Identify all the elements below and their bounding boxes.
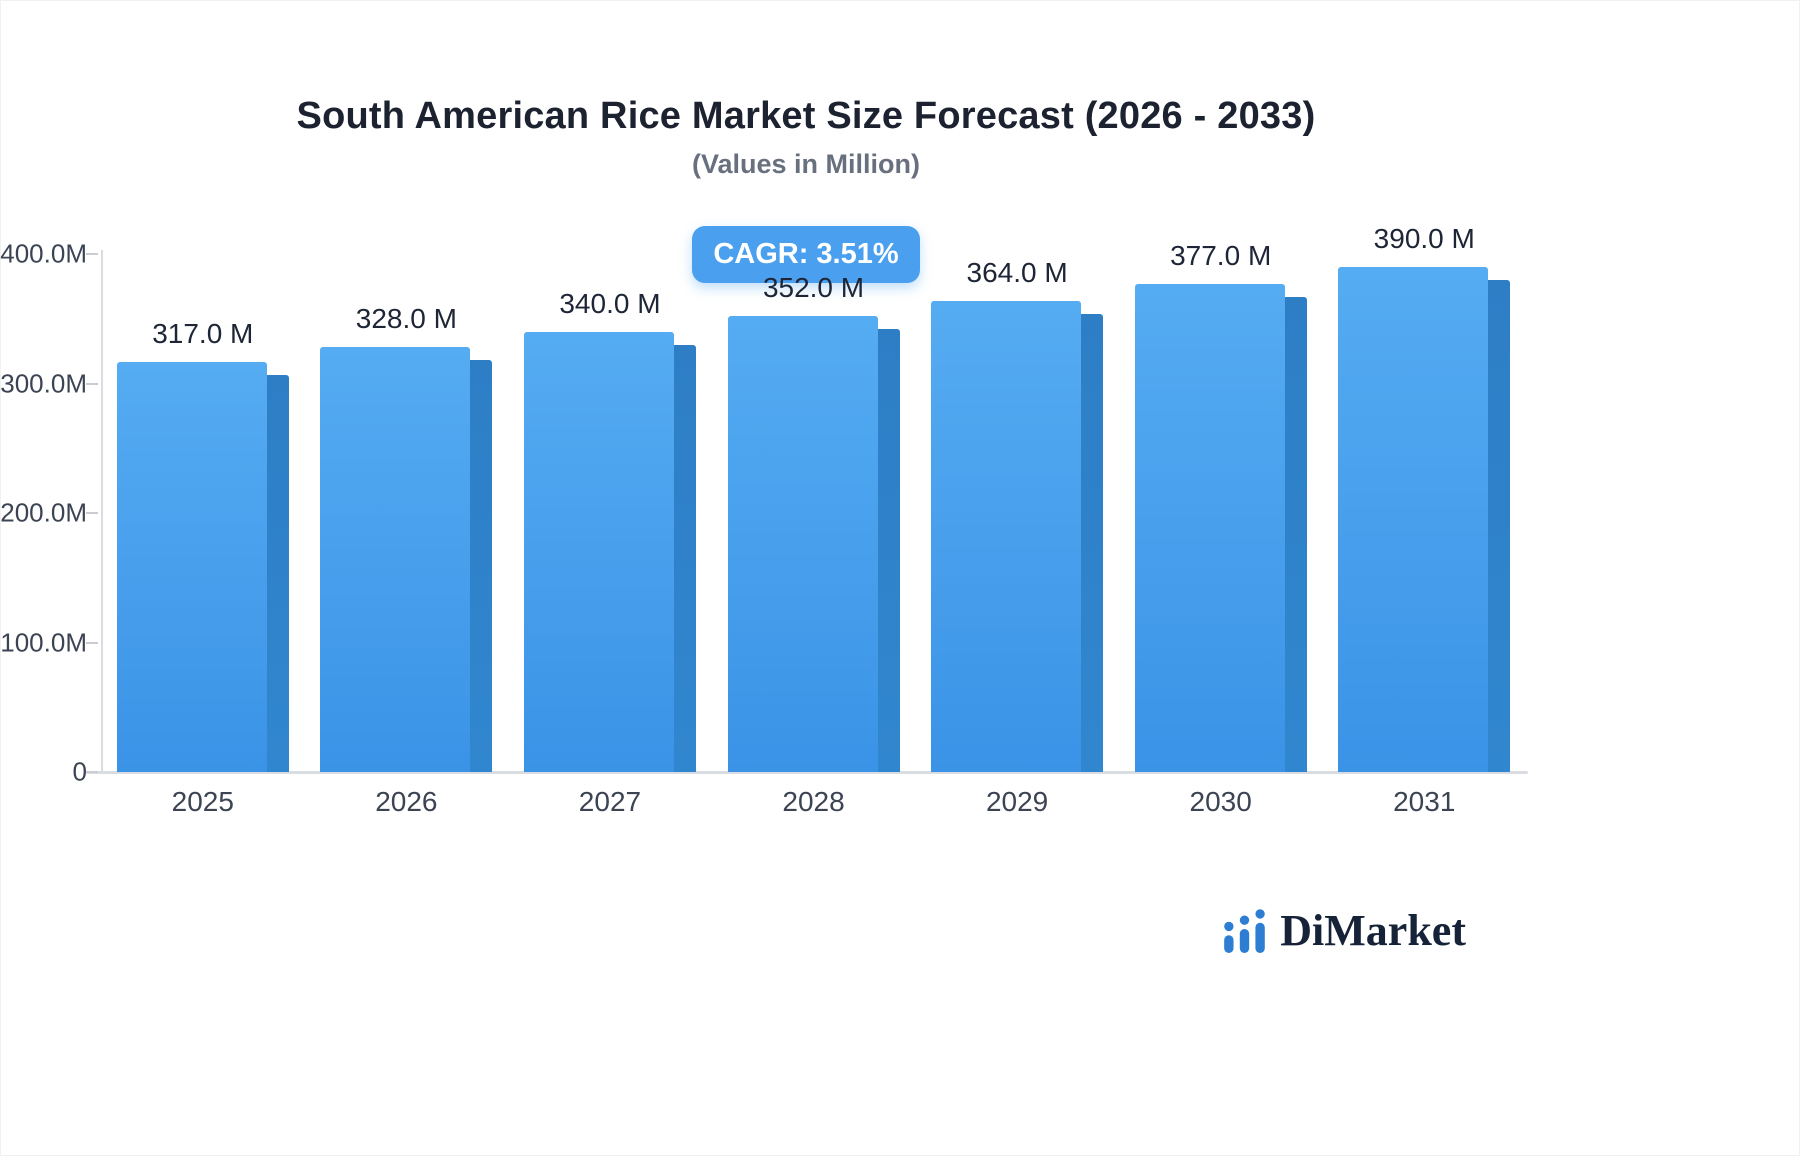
y-axis-tick-mark (86, 253, 98, 255)
chart-title: South American Rice Market Size Forecast… (296, 95, 1316, 137)
x-axis-label: 2025 (171, 786, 234, 817)
bar-side-shade (1284, 296, 1307, 772)
y-axis-tick-label: 300.0M (0, 368, 87, 398)
bar-2029[interactable] (931, 300, 1104, 772)
bar-2031[interactable] (1338, 266, 1511, 772)
y-axis-tick-label: 200.0M (0, 497, 87, 528)
x-axis-line (86, 771, 1528, 774)
plot-area: 317.0 M 328.0 M 340.0 M 352.0 M 364.0 M 377.0… (86, 223, 1528, 774)
bar-2025[interactable] (116, 361, 289, 772)
cagr-badge-label: CAGR: 3.51% (713, 238, 899, 270)
bar-slot: 328.0 M (305, 303, 509, 772)
bar-side-shade (1081, 313, 1104, 772)
brand-logo: DiMarket (1221, 904, 1466, 954)
bar-face (116, 361, 267, 772)
cagr-badge: CAGR: 3.51% (692, 226, 920, 283)
bar-value-label: 377.0 M (1170, 239, 1272, 271)
y-axis-tick-mark (86, 512, 98, 514)
bar-slot: 364.0 M (915, 257, 1119, 772)
bar-2028[interactable] (727, 316, 900, 772)
bars-row: 317.0 M 328.0 M 340.0 M 352.0 M 364.0 M 377.0… (101, 223, 1526, 772)
bar-face (320, 347, 471, 772)
bar-2027[interactable] (523, 331, 696, 772)
x-axis-label: 2028 (782, 786, 845, 817)
bar-value-label: 364.0 M (966, 256, 1068, 288)
bar-2026[interactable] (320, 347, 493, 772)
bar-face (1134, 283, 1285, 772)
bar-slot: 390.0 M (1322, 223, 1526, 772)
bar-slot: 352.0 M (712, 272, 916, 772)
x-axis-label: 2027 (578, 786, 642, 817)
brand-logo-text: DiMarket (1280, 905, 1466, 955)
bar-side-shade (673, 344, 696, 772)
bar-face (523, 331, 674, 772)
y-axis-tick-label: 400.0M (0, 238, 87, 269)
y-axis-tick-label: 100.0M (0, 627, 87, 657)
x-axis-labels: 2025 2026 2027 2028 2029 2030 2031 (101, 786, 1526, 818)
bar-value-label: 317.0 M (152, 317, 254, 349)
bar-side-shade (470, 360, 493, 772)
x-axis-label: 2029 (985, 786, 1049, 817)
bar-value-label: 390.0 M (1373, 222, 1475, 254)
y-axis-tick-mark (86, 641, 98, 644)
bar-slot: 340.0 M (508, 288, 712, 772)
y-axis-tick-label: 0 (72, 756, 87, 787)
bar-face (931, 300, 1082, 772)
bar-side-shade (877, 329, 900, 772)
x-axis-label: 2031 (1393, 786, 1456, 817)
bar-face (727, 316, 878, 772)
bar-slot: 377.0 M (1119, 240, 1323, 772)
bar-chart-dots-icon (1224, 909, 1266, 953)
bar-value-label: 352.0 M (762, 272, 865, 304)
chart-subtitle: (Values in Million) (691, 149, 921, 179)
y-axis-line (101, 250, 103, 772)
bar-face (1338, 266, 1489, 772)
x-axis-label: 2026 (375, 786, 438, 817)
x-axis-label: 2030 (1189, 786, 1252, 817)
bar-value-label: 340.0 M (559, 287, 661, 319)
bar-side-shade (266, 374, 289, 772)
bar-side-shade (1488, 279, 1511, 772)
bar-slot: 317.0 M (101, 317, 305, 772)
y-axis-labels: 400.0M 300.0M 200.0M 100.0M 0 (0, 239, 87, 787)
y-axis-tick-mark (86, 771, 98, 773)
y-axis-tick-mark (86, 382, 98, 385)
bar-2030[interactable] (1134, 283, 1307, 772)
bar-value-label: 328.0 M (355, 303, 457, 335)
